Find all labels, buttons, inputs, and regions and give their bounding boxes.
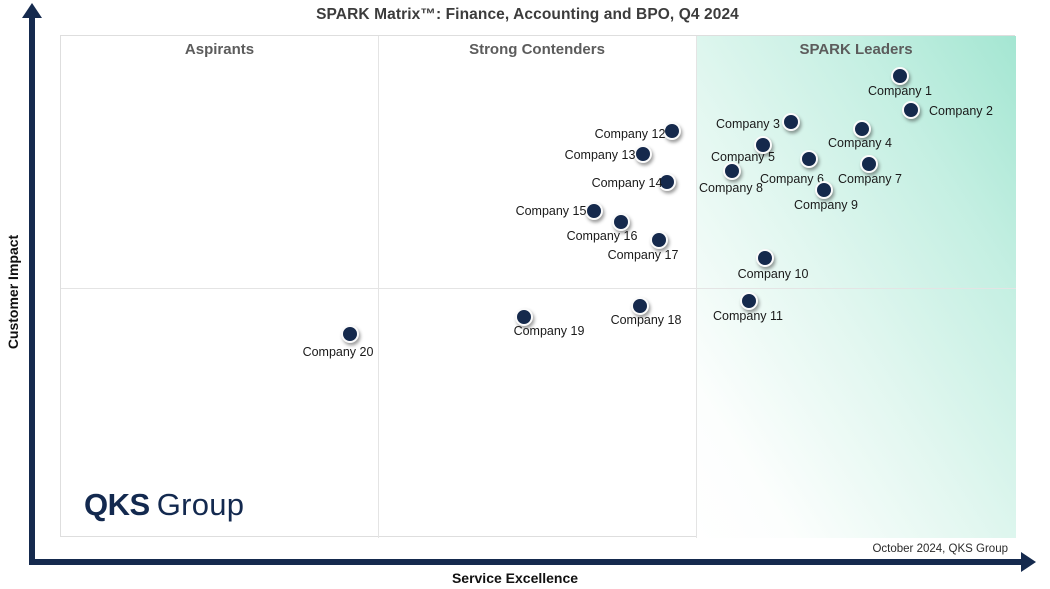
x-axis-arrowhead-icon [1021, 552, 1036, 572]
x-axis-line [29, 559, 1021, 565]
logo-text-bold: QKS [84, 487, 150, 522]
zone-header-spark-leaders: SPARK Leaders [799, 41, 913, 58]
zone-header-strong-contenders: Strong Contenders [469, 41, 605, 58]
y-axis-label: Customer Impact [5, 234, 21, 350]
logo-text-regular: Group [156, 487, 245, 522]
x-axis-label: Service Excellence [451, 570, 579, 586]
footnote-date: October 2024, QKS Group [872, 543, 1008, 555]
plot-area: Aspirants Strong Contenders SPARK Leader… [60, 35, 1016, 538]
qks-group-logo: QKS Group [84, 487, 244, 523]
column-divider-2 [696, 36, 697, 538]
zone-header-aspirants: Aspirants [184, 41, 255, 58]
y-axis-arrowhead-icon [22, 3, 42, 18]
chart-title: SPARK Matrix™: Finance, Accounting and B… [316, 6, 739, 23]
y-axis-line [29, 16, 35, 565]
column-divider-1 [378, 36, 379, 538]
row-divider [61, 288, 1016, 289]
leaders-gradient-background [696, 36, 1016, 538]
